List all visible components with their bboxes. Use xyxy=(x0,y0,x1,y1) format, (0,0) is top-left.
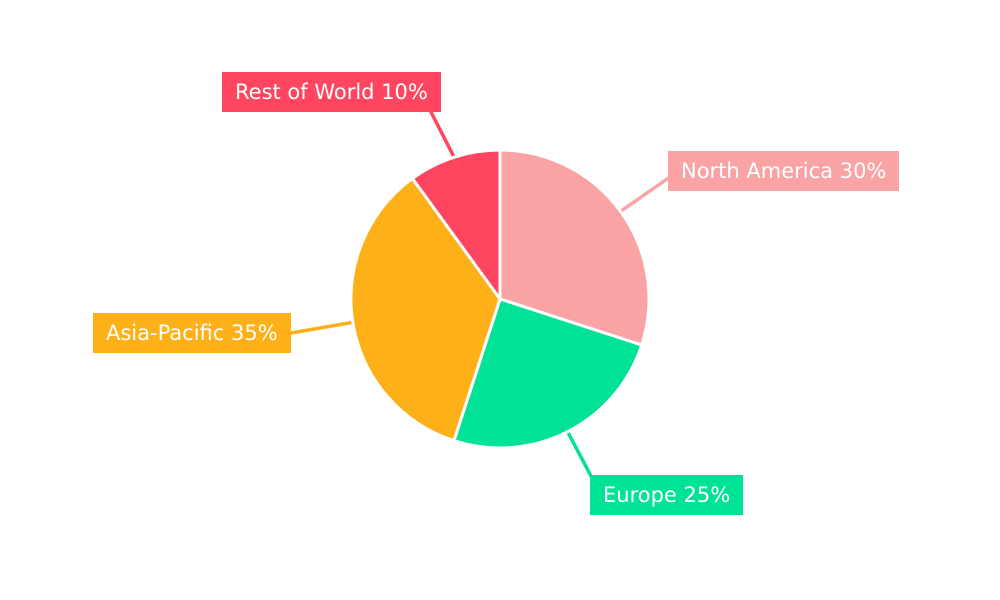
leader-line-asia-pacific xyxy=(289,320,354,335)
pie-slice-rest-of-world[interactable] xyxy=(410,148,502,301)
leader-line-north-america xyxy=(619,175,672,213)
leader-line-europe xyxy=(566,430,593,478)
pie-slice-asia-pacific[interactable] xyxy=(349,176,502,443)
pie-slice-europe[interactable] xyxy=(452,297,644,450)
pie-label-north-america: North America 30% xyxy=(668,151,900,191)
pie-label-rest-of-world: Rest of World 10% xyxy=(222,72,441,112)
pie-slice-north-america[interactable] xyxy=(498,148,651,347)
leader-line-rest-of-world xyxy=(429,110,456,159)
pie-label-europe: Europe 25% xyxy=(590,475,744,515)
pie-label-asia-pacific: Asia-Pacific 35% xyxy=(93,313,291,353)
